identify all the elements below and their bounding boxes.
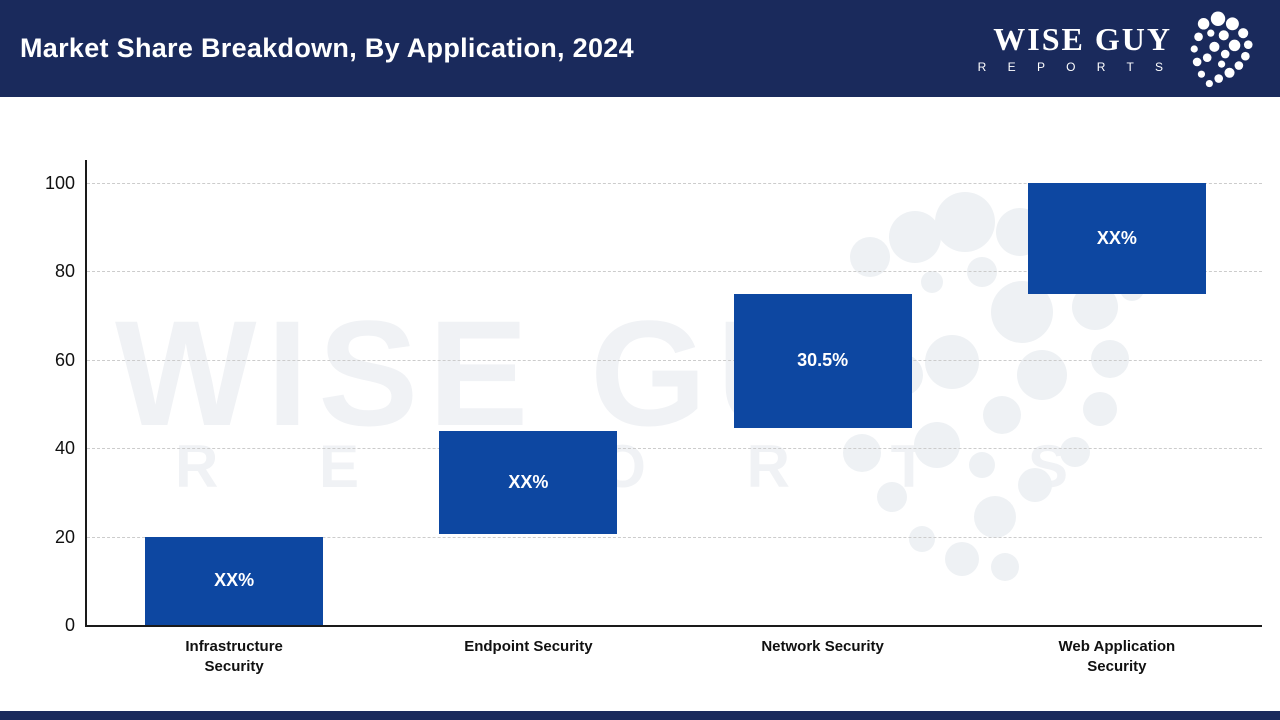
chart-plot-area: 0 20 40 60 80 100 XX% Infrastructure Security XX… [45,160,1262,675]
x-category-label-1: Infrastructure Security [185,638,283,676]
bar-value-label: XX% [508,471,549,492]
gridline-20 [87,536,1262,538]
bar-value-label: XX% [214,570,255,591]
x-category-label-2: Endpoint Security [464,638,593,655]
bar-value-label: XX% [1096,227,1137,248]
y-tick-label-40: 40 [54,438,75,459]
bar-infrastructure-security: XX% [145,536,324,625]
gridline-80 [87,271,1262,273]
gridline-100 [87,183,1262,184]
y-tick-label-60: 60 [54,349,75,370]
y-tick-label-100: 100 [44,173,75,193]
logo-subtitle: R E P O R T S [977,59,1172,74]
bar-web-application-security: XX% [1027,183,1206,294]
bar-value-label: 30.5% [797,350,849,371]
x-category-label-3: Network Security [761,638,884,655]
gridline-60 [87,359,1262,361]
gridline-40 [87,448,1262,450]
wise-guy-logo: WISE GUY R E P O R T S [978,9,1254,89]
y-tick-label-20: 20 [54,526,75,547]
x-category-label-4: Web Application Security [1058,638,1176,676]
bar-endpoint-security: XX% [439,430,618,535]
head-dots-icon [1190,11,1253,87]
y-tick-label-0: 0 [64,615,75,635]
logo-wordmark: WISE GUY [993,21,1172,58]
footer-bar [0,711,1280,720]
page-title: Market Share Breakdown, By Application, … [20,33,634,63]
logo-text: WISE GUY R E P O R T S [978,23,1172,74]
bar-network-security: 30.5% [733,293,912,429]
y-tick-label-80: 80 [54,261,75,282]
header: Market Share Breakdown, By Application, … [0,0,1280,97]
